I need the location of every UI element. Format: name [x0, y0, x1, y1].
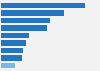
Bar: [1, 48, 23, 53]
Bar: [1, 33, 29, 38]
Bar: [1, 40, 26, 46]
Bar: [1, 3, 84, 8]
Bar: [1, 55, 22, 61]
Bar: [1, 10, 64, 16]
Bar: [1, 25, 47, 31]
Bar: [1, 63, 15, 68]
Bar: [1, 18, 50, 23]
